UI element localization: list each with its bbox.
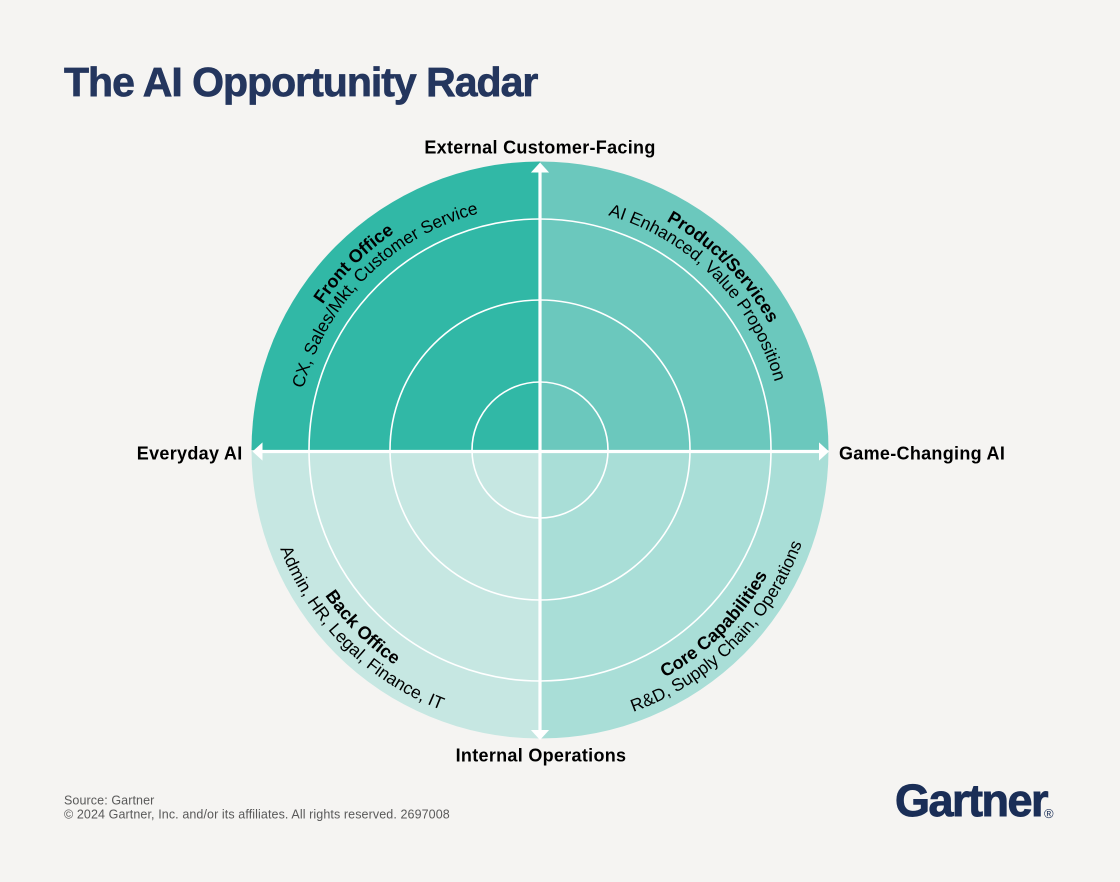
svg-text:Everyday AI: Everyday AI — [137, 444, 243, 464]
svg-text:© 2024 Gartner, Inc. and/or it: © 2024 Gartner, Inc. and/or its affiliat… — [64, 808, 450, 822]
svg-text:Internal Operations: Internal Operations — [456, 746, 627, 766]
svg-text:Gartner: Gartner — [895, 775, 1048, 826]
svg-text:Game-Changing AI: Game-Changing AI — [839, 444, 1005, 464]
svg-text:Source: Gartner: Source: Gartner — [64, 793, 154, 807]
svg-text:The AI Opportunity Radar: The AI Opportunity Radar — [64, 59, 538, 105]
svg-text:External Customer-Facing: External Customer-Facing — [424, 138, 655, 158]
svg-text:®: ® — [1044, 806, 1054, 821]
